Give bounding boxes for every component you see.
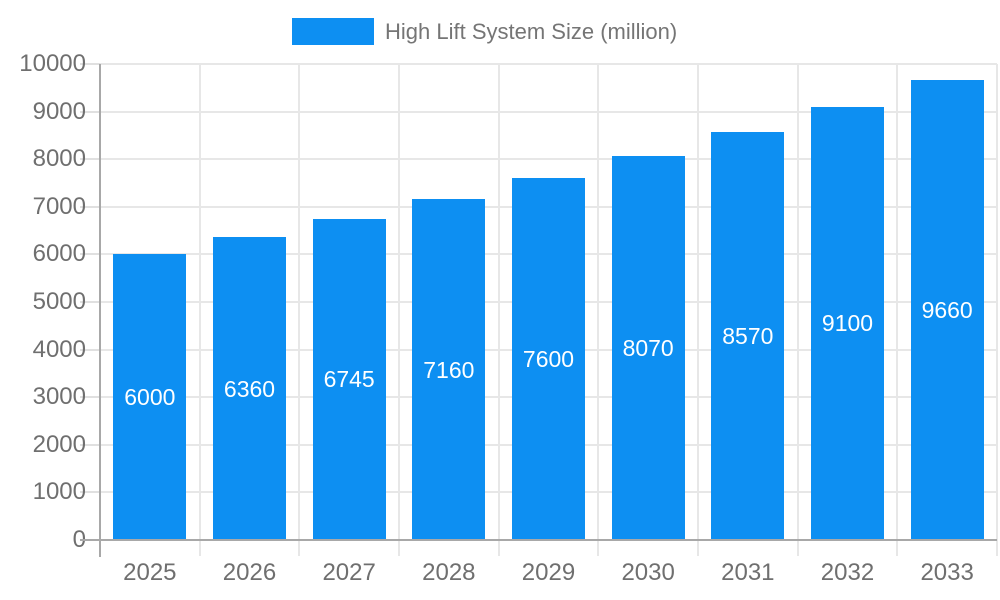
bar-value-label: 7600	[522, 346, 575, 373]
y-axis-tick-label: 7000	[32, 192, 86, 220]
bar-value-label: 8570	[722, 323, 774, 350]
y-axis-tick-label: 1000	[32, 478, 86, 506]
bar[interactable]	[512, 178, 585, 540]
grid-line-vertical	[398, 64, 400, 556]
x-axis-tick-label: 2029	[521, 559, 576, 586]
bar[interactable]	[611, 155, 685, 540]
grid-line-horizontal	[100, 110, 997, 113]
y-axis-tick	[80, 396, 100, 399]
y-axis-tick-label: 6000	[32, 240, 86, 268]
y-axis-tick	[80, 253, 100, 256]
x-axis-tick-label: 2027	[322, 559, 376, 586]
grid-line-vertical	[896, 64, 899, 556]
bar-value-label: 9660	[921, 297, 973, 324]
grid-line-vertical	[298, 64, 301, 556]
grid-line-vertical	[597, 64, 600, 556]
y-axis-tick	[80, 491, 100, 494]
grid-line-vertical	[697, 64, 699, 556]
bar-value-label: 6000	[124, 384, 176, 411]
x-axis-tick-label: 2026	[222, 559, 277, 586]
y-axis-tick	[80, 158, 100, 161]
bar[interactable]	[213, 237, 286, 540]
grid-line-vertical	[497, 64, 500, 556]
grid-line-vertical	[996, 64, 998, 556]
legend-series-label: High Lift System Size (million)	[385, 19, 678, 44]
y-axis-tick	[80, 110, 100, 113]
y-axis-tick-label: 8000	[32, 145, 86, 173]
y-axis-tick	[80, 205, 100, 208]
x-axis-tick-label: 2025	[123, 559, 177, 586]
grid-line-vertical	[796, 64, 799, 556]
x-axis-baseline	[80, 539, 997, 541]
grid-line-horizontal	[100, 63, 997, 65]
legend-swatch	[292, 18, 374, 45]
bar-value-label: 7160	[423, 356, 475, 383]
bar[interactable]	[811, 106, 884, 540]
y-axis-tick-label: 3000	[32, 383, 86, 411]
bar-value-label: 8070	[622, 334, 674, 361]
bar[interactable]	[312, 218, 386, 540]
bar-value-label: 6745	[323, 366, 375, 393]
y-axis-line	[99, 64, 101, 557]
y-axis-tick-label: 5000	[32, 288, 86, 315]
chart-legend: High Lift System Size (million)	[0, 0, 1000, 50]
x-axis-tick-label: 2032	[820, 559, 875, 586]
grid-line-horizontal	[100, 158, 997, 161]
y-axis-tick-label: 2000	[32, 430, 86, 458]
x-axis-tick-label: 2033	[920, 559, 974, 586]
x-axis-tick-label: 2031	[721, 559, 775, 586]
bar[interactable]	[711, 132, 785, 540]
bar[interactable]	[412, 199, 486, 540]
y-axis-tick	[80, 348, 100, 351]
x-axis-tick-label: 2028	[422, 559, 476, 586]
bar-value-label: 9100	[821, 310, 874, 337]
grid-line-vertical	[198, 64, 201, 556]
y-axis-tick-label: 9000	[32, 97, 86, 125]
x-axis-tick-label: 2030	[621, 559, 675, 586]
y-axis-tick	[80, 301, 100, 303]
bar[interactable]	[910, 80, 984, 540]
y-axis-tick-label: 10000	[19, 50, 86, 77]
y-axis-tick	[80, 443, 100, 446]
y-axis-tick	[80, 63, 100, 65]
y-axis-tick-label: 0	[72, 526, 86, 553]
bar[interactable]	[113, 254, 187, 540]
bar-value-label: 6360	[223, 375, 276, 402]
y-axis-tick-label: 4000	[32, 335, 86, 363]
